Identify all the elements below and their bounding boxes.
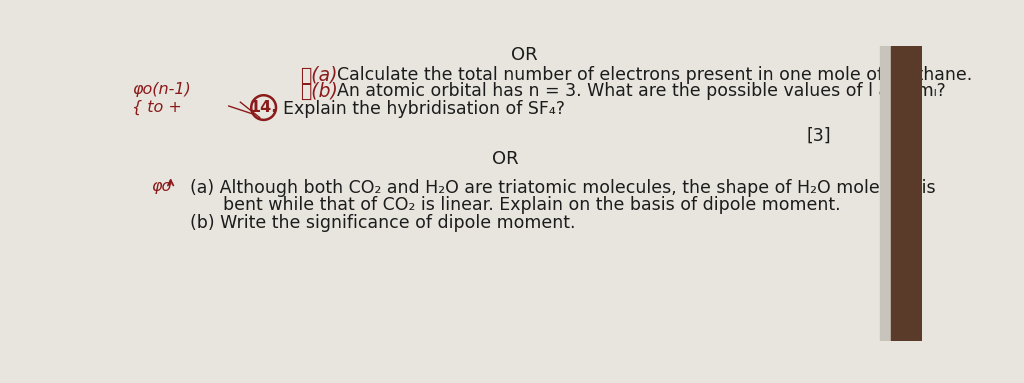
Text: { to +: { to +	[132, 100, 181, 115]
Text: Explain the hybridisation of SF₄?: Explain the hybridisation of SF₄?	[283, 100, 565, 118]
Text: An atomic orbital has n = 3. What are the possible values of l and mₗ?: An atomic orbital has n = 3. What are th…	[337, 82, 946, 100]
Text: OR: OR	[493, 150, 519, 168]
Text: [3]: [3]	[806, 127, 830, 145]
Text: OR: OR	[511, 46, 539, 64]
Text: ⎯(b): ⎯(b)	[300, 82, 338, 101]
Text: Calculate the total number of electrons present in one mole of methane.: Calculate the total number of electrons …	[337, 66, 973, 84]
Bar	[891, 46, 922, 341]
Text: φo(n-1): φo(n-1)	[132, 82, 190, 97]
Text: 14.: 14.	[250, 100, 278, 115]
Text: φo: φo	[152, 179, 171, 194]
Text: (a) Although both CO₂ and H₂O are triatomic molecules, the shape of H₂O molecule: (a) Although both CO₂ and H₂O are triato…	[190, 179, 936, 197]
Text: ⎯(a): ⎯(a)	[300, 66, 338, 85]
Bar	[880, 46, 891, 341]
Text: (b) Write the significance of dipole moment.: (b) Write the significance of dipole mom…	[190, 214, 575, 232]
Text: bent while that of CO₂ is linear. Explain on the basis of dipole moment.: bent while that of CO₂ is linear. Explai…	[190, 196, 841, 214]
